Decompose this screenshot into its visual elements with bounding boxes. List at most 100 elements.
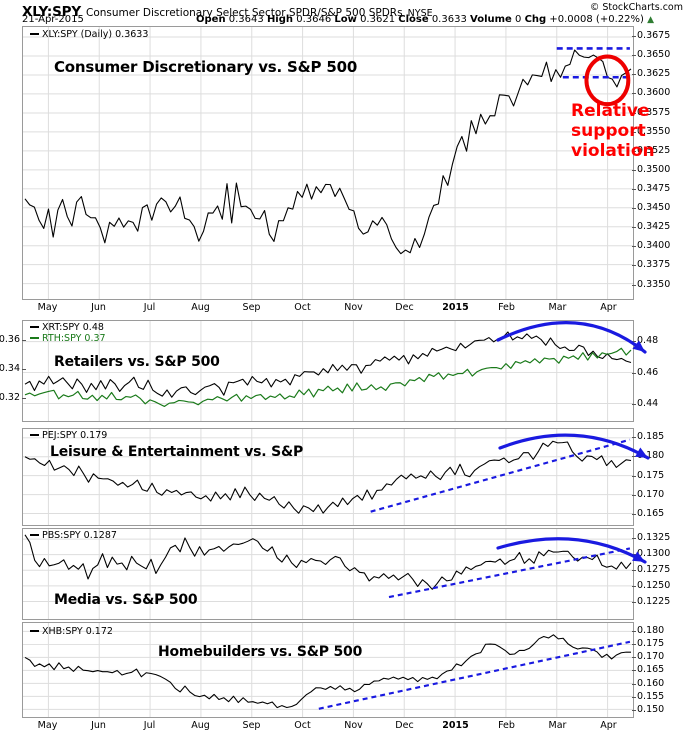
- axis-tick-label: 0.3675: [637, 30, 671, 42]
- axis-tick-mark: [632, 246, 636, 248]
- axis-tick-label: 0.3550: [637, 125, 671, 137]
- low-value: 0.3621: [360, 14, 396, 25]
- axis-tick-mark: [632, 630, 636, 632]
- xaxis-tick-feb: Feb: [498, 720, 515, 731]
- axis-tick-mark: [632, 189, 636, 190]
- panel-consumer-discretionary: [22, 26, 634, 300]
- axis-tick-mark: [632, 284, 636, 286]
- axis-tick-mark: [632, 169, 636, 171]
- legend-swatch-icon: [30, 336, 39, 339]
- red-note-line1: Relative: [571, 101, 650, 121]
- legend-entry: PBS:SPY 0.1287: [30, 530, 117, 541]
- xaxis-tick-nov: Nov: [344, 720, 363, 731]
- axis-tick-label: 0.165: [637, 508, 665, 520]
- axis-tick-mark: [632, 670, 636, 672]
- xaxis-tick-dec: Dec: [395, 720, 414, 731]
- axis-tick-mark: [632, 586, 636, 588]
- axis-tick-label: 0.175: [637, 637, 665, 649]
- stockcharts-brand: © StockCharts.com: [589, 2, 683, 13]
- legend-entry: XLY:SPY (Daily) 0.3633: [30, 29, 148, 40]
- chg-value: +0.0008 (+0.22%): [549, 14, 644, 25]
- ohlc-quote-row: Open 0.3643 High 0.3646 Low 0.3621 Close…: [196, 14, 654, 25]
- xaxis-tick-jul: Jul: [143, 302, 156, 313]
- axis-tick-label: 0.46: [637, 366, 659, 378]
- panel2-plot: [23, 321, 633, 421]
- panel2-title: Retailers vs. S&P 500: [54, 354, 220, 370]
- axis-tick-label: 0.36: [0, 333, 20, 345]
- xaxis-tick-aug: Aug: [191, 302, 210, 313]
- red-note-line2: support: [571, 121, 646, 141]
- high-label: High: [266, 14, 294, 25]
- symbol-description: Consumer Discretionary Select Sector SPD…: [86, 7, 403, 19]
- panel3-title: Leisure & Entertainment vs. S&P: [50, 444, 304, 460]
- xaxis-tick-mar: Mar: [548, 720, 567, 731]
- xaxis-tick-may: May: [37, 302, 58, 313]
- legend-label: RTH:SPY 0.37: [42, 333, 106, 344]
- axis-tick-mark: [632, 341, 636, 342]
- xaxis-lower: May Jun Jul Aug Sep Oct Nov Dec 2015 Feb Mar Apr: [22, 720, 634, 736]
- chart-header: XLY:SPY Consumer Discretionary Select Se…: [0, 0, 687, 26]
- legend-entry: RTH:SPY 0.37: [30, 333, 106, 344]
- xaxis-tick-dec: Dec: [395, 302, 414, 313]
- xaxis-tick-2015: 2015: [442, 302, 469, 313]
- xaxis-tick-2015: 2015: [442, 720, 469, 731]
- axis-tick-label: 0.32: [0, 392, 20, 404]
- axis-tick-mark: [632, 495, 636, 496]
- axis-tick-mark: [632, 74, 636, 76]
- axis-tick-mark: [632, 683, 636, 685]
- axis-tick-mark: [632, 570, 636, 572]
- panel4-legend: PBS:SPY 0.1287: [30, 530, 117, 541]
- axis-tick-mark: [632, 437, 636, 438]
- axis-tick-mark: [632, 93, 636, 95]
- panel-homebuilders: [22, 622, 634, 718]
- axis-tick-mark: [632, 372, 636, 374]
- close-value: 0.3633: [431, 14, 467, 25]
- legend-entry: XRT:SPY 0.48: [30, 322, 106, 333]
- axis-tick-label: 0.170: [637, 488, 665, 500]
- xaxis-tick-oct: Oct: [294, 720, 311, 731]
- axis-tick-mark: [632, 643, 636, 645]
- axis-tick-label: 0.3600: [637, 87, 671, 99]
- legend-label: PEJ:SPY 0.179: [42, 430, 108, 441]
- axis-tick-label: 0.3525: [637, 144, 671, 156]
- quote-date: 21-Apr-2015: [22, 14, 84, 25]
- panel2-legend: XRT:SPY 0.48 RTH:SPY 0.37: [30, 322, 106, 344]
- xaxis-tick-may: May: [37, 720, 58, 731]
- axis-tick-label: 0.1250: [637, 580, 671, 592]
- exchange-label: NYSE: [407, 8, 433, 19]
- chg-label: Chg: [524, 14, 547, 25]
- axis-tick-mark: [632, 514, 636, 516]
- axis-tick-label: 0.3650: [637, 49, 671, 61]
- legend-swatch-icon: [30, 32, 39, 35]
- xaxis-tick-mar: Mar: [548, 302, 567, 313]
- open-label: Open: [196, 14, 226, 25]
- axis-tick-label: 0.3350: [637, 278, 671, 290]
- header-title-line: XLY:SPY Consumer Discretionary Select Se…: [22, 1, 433, 20]
- xaxis-tick-oct: Oct: [294, 302, 311, 313]
- axis-tick-label: 0.3500: [637, 163, 671, 175]
- xaxis-tick-feb: Feb: [498, 302, 515, 313]
- axis-tick-label: 0.3400: [637, 240, 671, 252]
- xaxis-tick-nov: Nov: [344, 302, 363, 313]
- axis-tick-label: 0.3625: [637, 68, 671, 80]
- xaxis-tick-sep: Sep: [242, 302, 261, 313]
- panel1-title: Consumer Discretionary vs. S&P 500: [54, 58, 358, 76]
- panel-retailers: [22, 320, 634, 422]
- axis-tick-mark: [632, 131, 636, 133]
- low-label: Low: [334, 14, 357, 25]
- legend-swatch-icon: [30, 325, 39, 328]
- axis-tick-mark: [632, 404, 636, 406]
- axis-tick-label: 0.150: [637, 704, 665, 716]
- axis-tick-label: 0.155: [637, 690, 665, 702]
- axis-tick-label: 0.3425: [637, 221, 671, 233]
- xaxis-tick-aug: Aug: [191, 720, 210, 731]
- axis-tick-mark: [632, 227, 636, 229]
- axis-tick-mark: [22, 368, 26, 370]
- panel5-plot: [23, 623, 633, 717]
- axis-tick-label: 0.1325: [637, 532, 671, 544]
- panel1-plot: [23, 27, 633, 299]
- axis-tick-label: 0.165: [637, 664, 665, 676]
- axis-tick-label: 0.1225: [637, 596, 671, 608]
- axis-tick-mark: [632, 602, 636, 604]
- xaxis-upper: May Jun Jul Aug Sep Oct Nov Dec 2015 Feb Mar Apr: [22, 302, 634, 318]
